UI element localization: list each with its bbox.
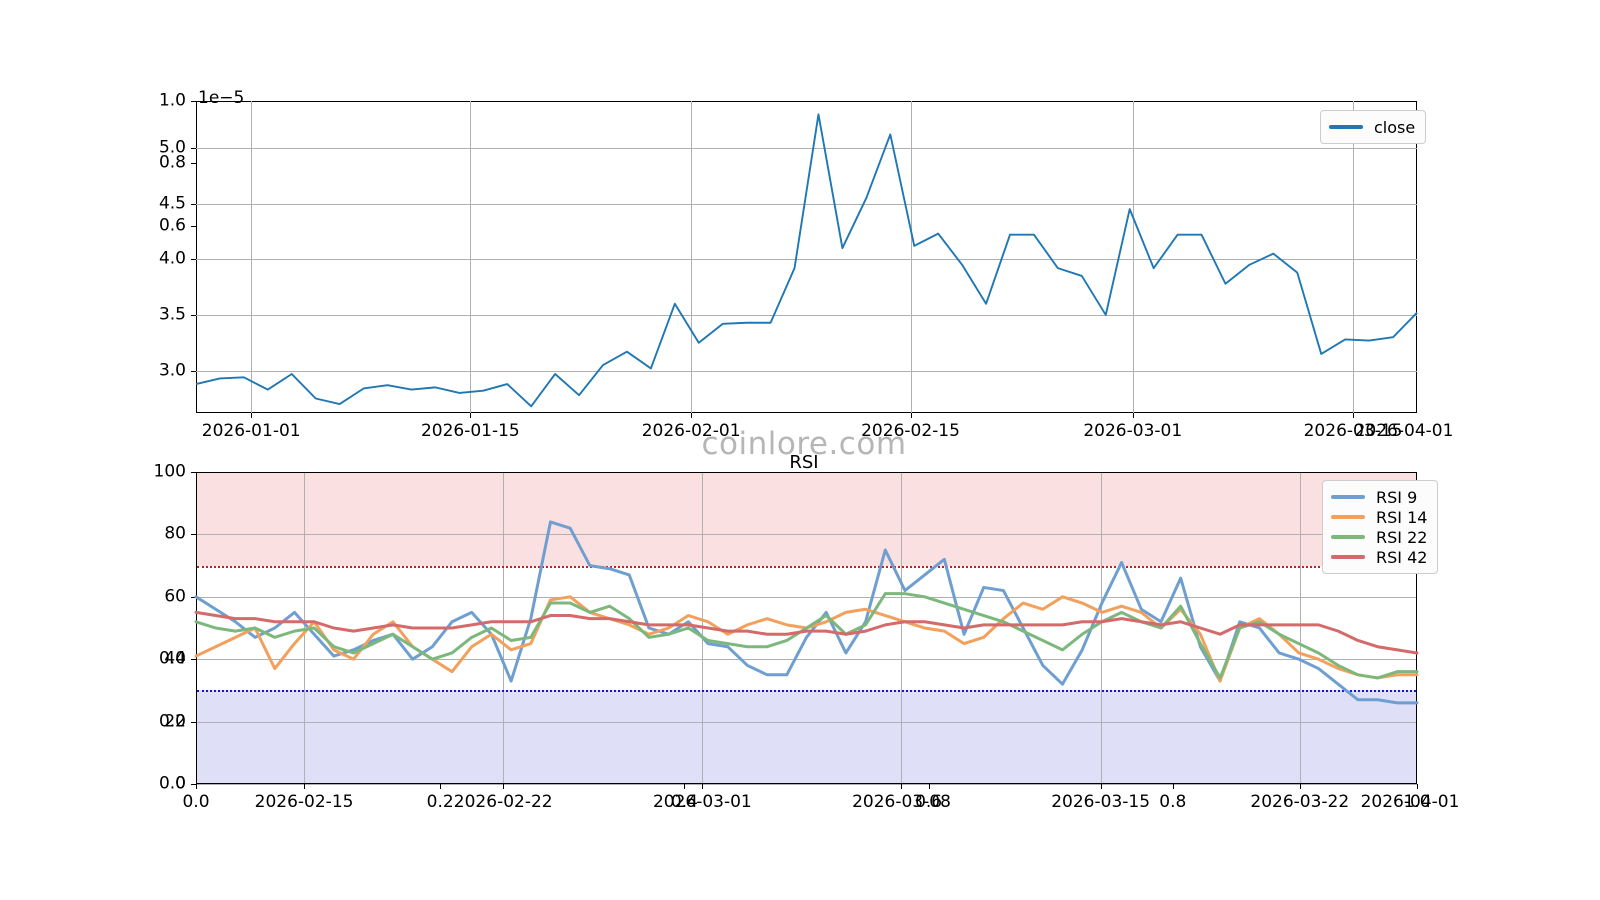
rsi-x-tick-label: 2026-02-22 [453, 792, 553, 812]
rsi-x-tick-label: 2026-04-01 [1360, 792, 1460, 812]
price-y-tick-label: 3.5 [158, 304, 186, 325]
price-legend[interactable]: close [1320, 110, 1427, 144]
rsi-legend-label: RSI 14 [1376, 507, 1428, 527]
price-y-tick-label: 4.5 [158, 193, 186, 213]
rsi-x-overlay-tick-label: 0.6 [915, 792, 943, 812]
oversold-threshold-line [197, 690, 1416, 693]
price-y-tick-label: 4.0 [158, 248, 186, 269]
rsi-legend-item[interactable]: RSI 22 [1331, 527, 1427, 547]
rsi-y-tick-label: 80 [164, 523, 186, 544]
rsi-series-path [194, 610, 1419, 655]
rsi-legend-item[interactable]: RSI 42 [1331, 547, 1427, 567]
price-y-tick-label: 3.0 [158, 360, 186, 381]
overbought-threshold-line [197, 565, 1416, 568]
price-panel: 1e−5 5.0 4.5 4.0 3.5 3.0 1.0 0.8 0.6 2026-01-0… [158, 88, 1454, 441]
price-y-overlay-tick-label: 1.0 [158, 90, 186, 111]
price-x-tick-label: 2026-03-15 [1303, 421, 1403, 441]
rsi-y-tick-label: 0 [175, 773, 186, 794]
price-plot-area [196, 101, 1417, 413]
rsi-x-tick-label: 2026-03-15 [1051, 792, 1151, 812]
legend-color-swatch-icon [1331, 535, 1365, 539]
price-x-tick-label: 2026-01-01 [201, 421, 301, 441]
price-y-offset-text: 1e−5 [198, 88, 245, 108]
rsi-y-tick-label: 40 [164, 648, 186, 669]
rsi-series-path [194, 520, 1419, 705]
rsi-y-tick-label: 20 [164, 711, 186, 732]
rsi-y-overlay-tick-label: 0.4 [158, 648, 186, 669]
rsi-x-overlay-tick-label: 0.2 [426, 792, 454, 812]
legend-color-swatch-icon [1331, 495, 1365, 499]
rsi-x-tick-label: 2026-02-15 [254, 792, 354, 812]
rsi-x-tick-label: 2026-03-08 [852, 792, 951, 812]
rsi-legend-label: RSI 22 [1376, 527, 1428, 547]
overbought-band [197, 472, 1416, 566]
price-x-tick-label: 2026-01-15 [420, 421, 520, 441]
rsi-x-tick-label: 2026-03-01 [652, 792, 752, 812]
rsi-legend-item[interactable]: RSI 14 [1331, 507, 1427, 527]
rsi-y-overlay-tick-label: 0.2 [158, 711, 186, 732]
rsi-y-tick-label: 60 [164, 586, 186, 607]
rsi-legend-label: RSI 9 [1376, 487, 1418, 507]
close-price-line [195, 113, 1418, 408]
legend-color-swatch-icon [1331, 555, 1365, 559]
rsi-legend[interactable]: RSI 9 RSI 14 RSI 22 RSI 42 [1322, 480, 1439, 574]
price-legend-label: close [1374, 117, 1416, 137]
price-x-tick-label: 2026-02-01 [641, 421, 741, 441]
rsi-x-tick-label: 2026-03-22 [1250, 792, 1350, 812]
rsi-y-tick-label: 100 [153, 461, 186, 482]
rsi-plot-area [196, 472, 1417, 784]
legend-color-swatch-icon [1331, 515, 1365, 519]
price-x-tick-label: 2026-03-01 [1083, 421, 1183, 441]
rsi-lines [194, 520, 1419, 705]
price-legend-item[interactable]: close [1329, 117, 1415, 137]
legend-color-swatch-icon [1329, 125, 1363, 129]
rsi-x-overlay-tick-label: 1.0 [1403, 792, 1431, 812]
rsi-title: RSI [789, 452, 819, 473]
watermark: coinlore.com [701, 426, 907, 462]
rsi-legend-label: RSI 42 [1376, 547, 1428, 567]
rsi-x-overlay-tick-label: 0.0 [182, 792, 210, 812]
rsi-series-path [194, 592, 1419, 680]
oversold-band [197, 690, 1416, 784]
rsi-y-overlay-tick-label: 0.0 [158, 773, 186, 794]
price-y-overlay-tick-label: 0.8 [158, 152, 186, 173]
rsi-x-overlay-tick-label: 0.4 [670, 792, 698, 812]
price-gridlines [196, 101, 1417, 413]
close-price-path [195, 113, 1418, 408]
rsi-x-overlay-tick-label: 0.8 [1159, 792, 1187, 812]
price-x-tick-label: 2026-02-15 [861, 421, 960, 441]
rsi-legend-item[interactable]: RSI 9 [1331, 487, 1427, 507]
price-y-tick-label: 5.0 [158, 137, 186, 158]
price-x-tick-label: 2026-04-01 [1354, 421, 1454, 441]
price-y-overlay-tick-label: 0.6 [158, 215, 186, 236]
